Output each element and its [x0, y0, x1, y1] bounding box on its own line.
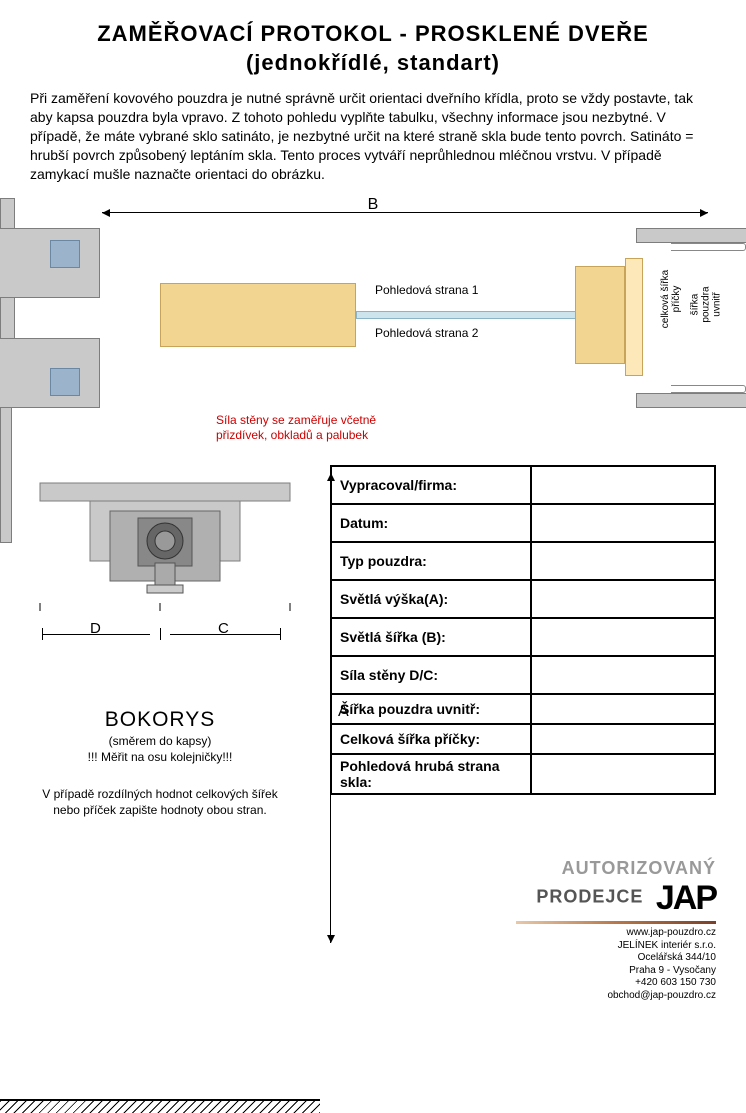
table-row: Datum:: [331, 504, 715, 542]
table-row: Celková šířka příčky:: [331, 724, 715, 754]
measurement-table: Vypracoval/firma:Datum:Typ pouzdra:Světl…: [330, 465, 716, 795]
table-value[interactable]: [531, 618, 715, 656]
table-row: Síla stěny D/C:: [331, 656, 715, 694]
title-line2: (jednokřídlé, standart): [246, 50, 500, 75]
description-text: Při zaměření kovového pouzdra je nutné s…: [30, 89, 716, 183]
frame-box: [50, 240, 80, 268]
table-value[interactable]: [531, 466, 715, 504]
table-row: Světlá šířka (B):: [331, 618, 715, 656]
table-value[interactable]: [531, 504, 715, 542]
vert-label-inner-width: šířka pouzdra uvnitř: [690, 274, 723, 334]
table-label: Vypracoval/firma:: [331, 466, 531, 504]
contact-company: JELÍNEK interiér s.r.o.: [516, 940, 716, 953]
table-row: Vypracoval/firma:: [331, 466, 715, 504]
gradient-bar: [516, 921, 716, 924]
table-label: Datum:: [331, 504, 531, 542]
bracket-icon: [671, 385, 746, 393]
bokorys-sub: (směrem do kapsy): [30, 734, 290, 748]
bracket-icon: [671, 243, 746, 251]
frame-box: [50, 368, 80, 396]
authorized-label-1: AUTORIZOVANÝ: [562, 858, 716, 878]
brand-logo: JAP: [656, 879, 716, 918]
bokorys-warn: !!! Měřit na osu kolejničky!!!: [30, 750, 290, 764]
table-label: Pohledová hrubá strana skla:: [331, 754, 531, 794]
table-value[interactable]: [531, 724, 715, 754]
table-body: Vypracoval/firma:Datum:Typ pouzdra:Světl…: [331, 466, 715, 794]
contact-city: Praha 9 - Vysočany: [516, 965, 716, 978]
contact-street: Ocelářská 344/10: [516, 952, 716, 965]
bokorys-note: V případě rozdílných hodnot celkových ší…: [30, 786, 290, 818]
authorized-label-2: PRODEJCE: [536, 887, 643, 907]
page-title: ZAMĚŘOVACÍ PROTOKOL - PROSKLENÉ DVEŘE (j…: [30, 20, 716, 77]
table-row: Šířka pouzdra uvnitř:: [331, 694, 715, 724]
table-value[interactable]: [531, 754, 715, 794]
table-value[interactable]: [531, 656, 715, 694]
door-block: [160, 283, 356, 347]
table-value[interactable]: [531, 580, 715, 618]
lower-section: D C A BOKORYS (směrem do kapsy) !!! Měři…: [30, 463, 716, 818]
table-label: Síla stěny D/C:: [331, 656, 531, 694]
door-pocket: [575, 266, 625, 364]
door-pocket-inner: [625, 258, 643, 376]
contact-email: obchod@jap-pouzdro.cz: [516, 990, 716, 1003]
top-diagram: B Pohledová strana 1 Pohledová strana 2 …: [0, 198, 746, 443]
red-note-line2: přizdívek, obkladů a palubek: [216, 428, 368, 442]
table-value[interactable]: [531, 694, 715, 724]
table-label: Celková šířka příčky:: [331, 724, 531, 754]
bokorys-block: BOKORYS (směrem do kapsy) !!! Měřit na o…: [30, 708, 290, 818]
dc-dimension-row: D C: [30, 620, 290, 648]
table-value[interactable]: [531, 542, 715, 580]
right-column: Vypracoval/firma:Datum:Typ pouzdra:Světl…: [330, 463, 716, 818]
title-line1: ZAMĚŘOVACÍ PROTOKOL - PROSKLENÉ DVEŘE: [97, 21, 649, 46]
contact-info: www.jap-pouzdro.cz JELÍNEK interiér s.r.…: [516, 927, 716, 1002]
contact-web: www.jap-pouzdro.cz: [516, 927, 716, 940]
dim-tick: [280, 628, 281, 640]
profile-cross-section: [30, 463, 300, 613]
contact-phone: +420 603 150 730: [516, 977, 716, 990]
ground-line: [0, 1099, 320, 1113]
footer: AUTORIZOVANÝ PRODEJCE JAP www.jap-pouzdr…: [516, 859, 716, 1002]
dim-tick: [160, 628, 161, 640]
view-side-2-label: Pohledová strana 2: [375, 326, 478, 340]
dimension-c-label: C: [218, 620, 229, 637]
dimension-b-line: [102, 212, 708, 213]
left-column: D C A BOKORYS (směrem do kapsy) !!! Měři…: [30, 463, 310, 818]
table-label: Šířka pouzdra uvnitř:: [331, 694, 531, 724]
red-note-line1: Síla stěny se zaměřuje včetně: [216, 413, 376, 427]
wall-segment: [636, 393, 746, 408]
table-row: Pohledová hrubá strana skla:: [331, 754, 715, 794]
table-row: Světlá výška(A):: [331, 580, 715, 618]
vert-label-total-width: celková šířka příčky: [660, 269, 682, 329]
wall-segment: [636, 228, 746, 243]
table-label: Světlá výška(A):: [331, 580, 531, 618]
table-row: Typ pouzdra:: [331, 542, 715, 580]
view-side-1-label: Pohledová strana 1: [375, 283, 478, 297]
dimension-d-label: D: [90, 620, 101, 637]
red-note: Síla stěny se zaměřuje včetně přizdívek,…: [216, 413, 376, 444]
glass-panel: [356, 311, 576, 319]
table-label: Typ pouzdra:: [331, 542, 531, 580]
table-label: Světlá šířka (B):: [331, 618, 531, 656]
bokorys-title: BOKORYS: [30, 708, 290, 732]
